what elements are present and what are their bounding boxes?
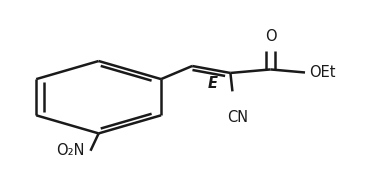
Text: E: E — [208, 76, 218, 91]
Text: O₂N: O₂N — [56, 143, 85, 158]
Text: O: O — [265, 29, 276, 44]
Text: CN: CN — [227, 110, 248, 125]
Text: OEt: OEt — [309, 65, 335, 80]
